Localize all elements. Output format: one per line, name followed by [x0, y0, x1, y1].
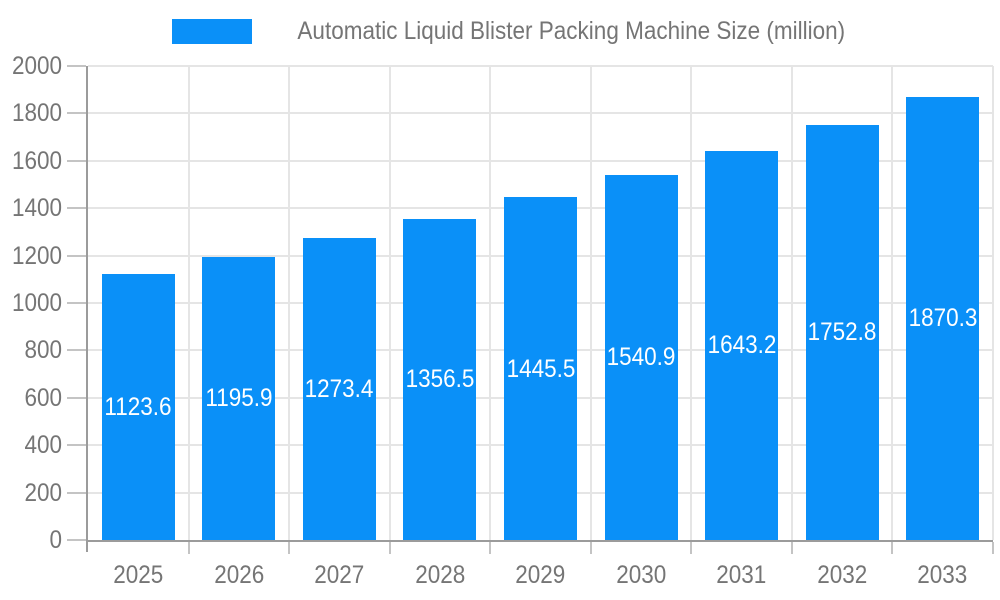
y-axis-label: 200 [24, 478, 62, 507]
bar-value-label: 1870.3 [908, 304, 978, 333]
x-gridline [388, 66, 391, 540]
x-axis-line [86, 540, 993, 542]
bar-value-label: 1195.9 [205, 384, 273, 413]
y-tick [67, 254, 86, 257]
bar-2033[interactable]: 1870.3 [906, 96, 980, 540]
legend[interactable]: Automatic Liquid Blister Packing Machine… [0, 19, 1000, 44]
x-tick [489, 542, 492, 554]
y-axis-label: 1800 [11, 99, 62, 128]
x-gridline [288, 66, 291, 540]
y-axis-label: 1200 [11, 241, 62, 270]
bar-value-label: 1273.4 [304, 375, 374, 404]
y-axis-line [86, 66, 88, 552]
x-gridline [891, 66, 894, 540]
x-gridline [690, 66, 693, 540]
x-gridline [589, 66, 592, 540]
bar-2031[interactable]: 1643.2 [705, 150, 779, 540]
y-tick [67, 302, 86, 304]
x-tick [187, 542, 190, 554]
bar-2027[interactable]: 1273.4 [302, 238, 376, 540]
x-tick [891, 542, 894, 554]
x-axis-label: 2028 [414, 561, 465, 589]
x-tick [992, 542, 994, 554]
x-axis-label: 2025 [113, 561, 164, 589]
x-tick [589, 542, 592, 554]
y-axis-label: 600 [24, 383, 62, 412]
x-tick [388, 542, 391, 554]
y-tick [67, 207, 86, 210]
x-gridline [489, 66, 492, 540]
y-axis-label: 1000 [11, 289, 62, 317]
y-tick [67, 444, 86, 447]
y-axis-label: 400 [24, 431, 62, 460]
y-gridline [88, 159, 993, 162]
y-axis-label: 800 [24, 336, 62, 365]
bar-value-label: 1540.9 [606, 343, 676, 372]
y-axis-label: 1400 [11, 194, 62, 223]
x-gridline [187, 66, 190, 540]
y-axis-label: 2000 [11, 52, 62, 80]
x-axis-label: 2029 [515, 561, 566, 589]
plot-area: 0 200 400 600 800 1000 1200 1400 1600 1800 2000 112… [12, 53, 994, 588]
x-axis-label: 2027 [314, 561, 365, 589]
x-gridline [790, 66, 793, 540]
y-axis-label: 0 [49, 526, 62, 554]
bar-value-label: 1356.5 [405, 365, 475, 394]
legend-swatch[interactable] [172, 19, 253, 44]
x-axis-label: 2031 [716, 561, 767, 589]
x-axis-label: 2030 [616, 561, 667, 589]
x-tick [690, 542, 693, 554]
x-axis-label: 2033 [917, 561, 968, 589]
bar-2028[interactable]: 1356.5 [403, 218, 477, 540]
y-tick [67, 112, 86, 115]
bar-value-label: 1752.8 [807, 318, 877, 347]
bar-value-label: 1643.2 [707, 331, 777, 360]
y-tick [67, 159, 86, 162]
y-tick [67, 539, 86, 541]
y-tick [67, 491, 86, 494]
bar-2026[interactable]: 1195.9 [202, 256, 276, 540]
x-gridline [992, 66, 994, 540]
bar-2025[interactable]: 1123.6 [101, 273, 175, 540]
y-tick [67, 65, 86, 67]
bar-2030[interactable]: 1540.9 [604, 174, 678, 540]
x-axis-label: 2032 [817, 561, 868, 589]
x-tick [288, 542, 291, 554]
bar-value-label: 1445.5 [506, 354, 575, 383]
y-gridline [88, 65, 993, 67]
x-tick [790, 542, 793, 554]
y-axis-label: 1600 [11, 146, 62, 175]
y-gridline [88, 112, 993, 115]
y-tick [67, 396, 86, 399]
chart-title: Automatic Liquid Blister Packing Machine… [297, 17, 846, 45]
x-axis-label: 2026 [213, 561, 264, 589]
y-tick [67, 349, 86, 352]
bar-value-label: 1123.6 [104, 392, 172, 421]
bar-2032[interactable]: 1752.8 [805, 124, 879, 540]
bar-2029[interactable]: 1445.5 [504, 197, 577, 540]
